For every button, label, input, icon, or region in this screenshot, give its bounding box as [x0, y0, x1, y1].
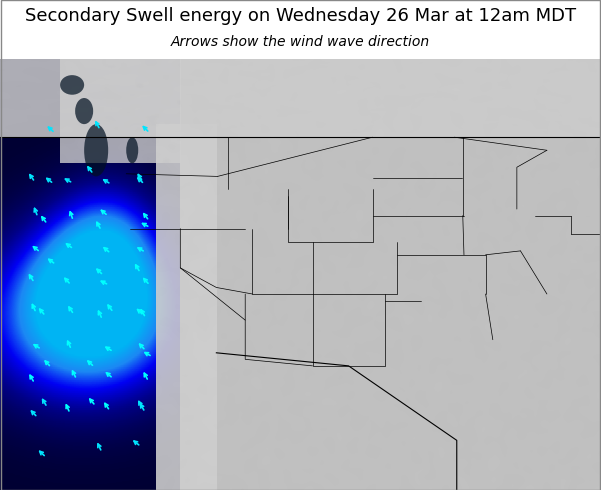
Text: Arrows show the wind wave direction: Arrows show the wind wave direction [171, 35, 430, 49]
Text: Secondary Swell energy on Wednesday 26 Mar at 12am MDT: Secondary Swell energy on Wednesday 26 M… [25, 7, 576, 25]
Bar [180, 59, 601, 490]
Ellipse shape [75, 98, 93, 124]
Ellipse shape [84, 124, 108, 176]
Ellipse shape [60, 75, 84, 95]
Ellipse shape [126, 137, 138, 163]
